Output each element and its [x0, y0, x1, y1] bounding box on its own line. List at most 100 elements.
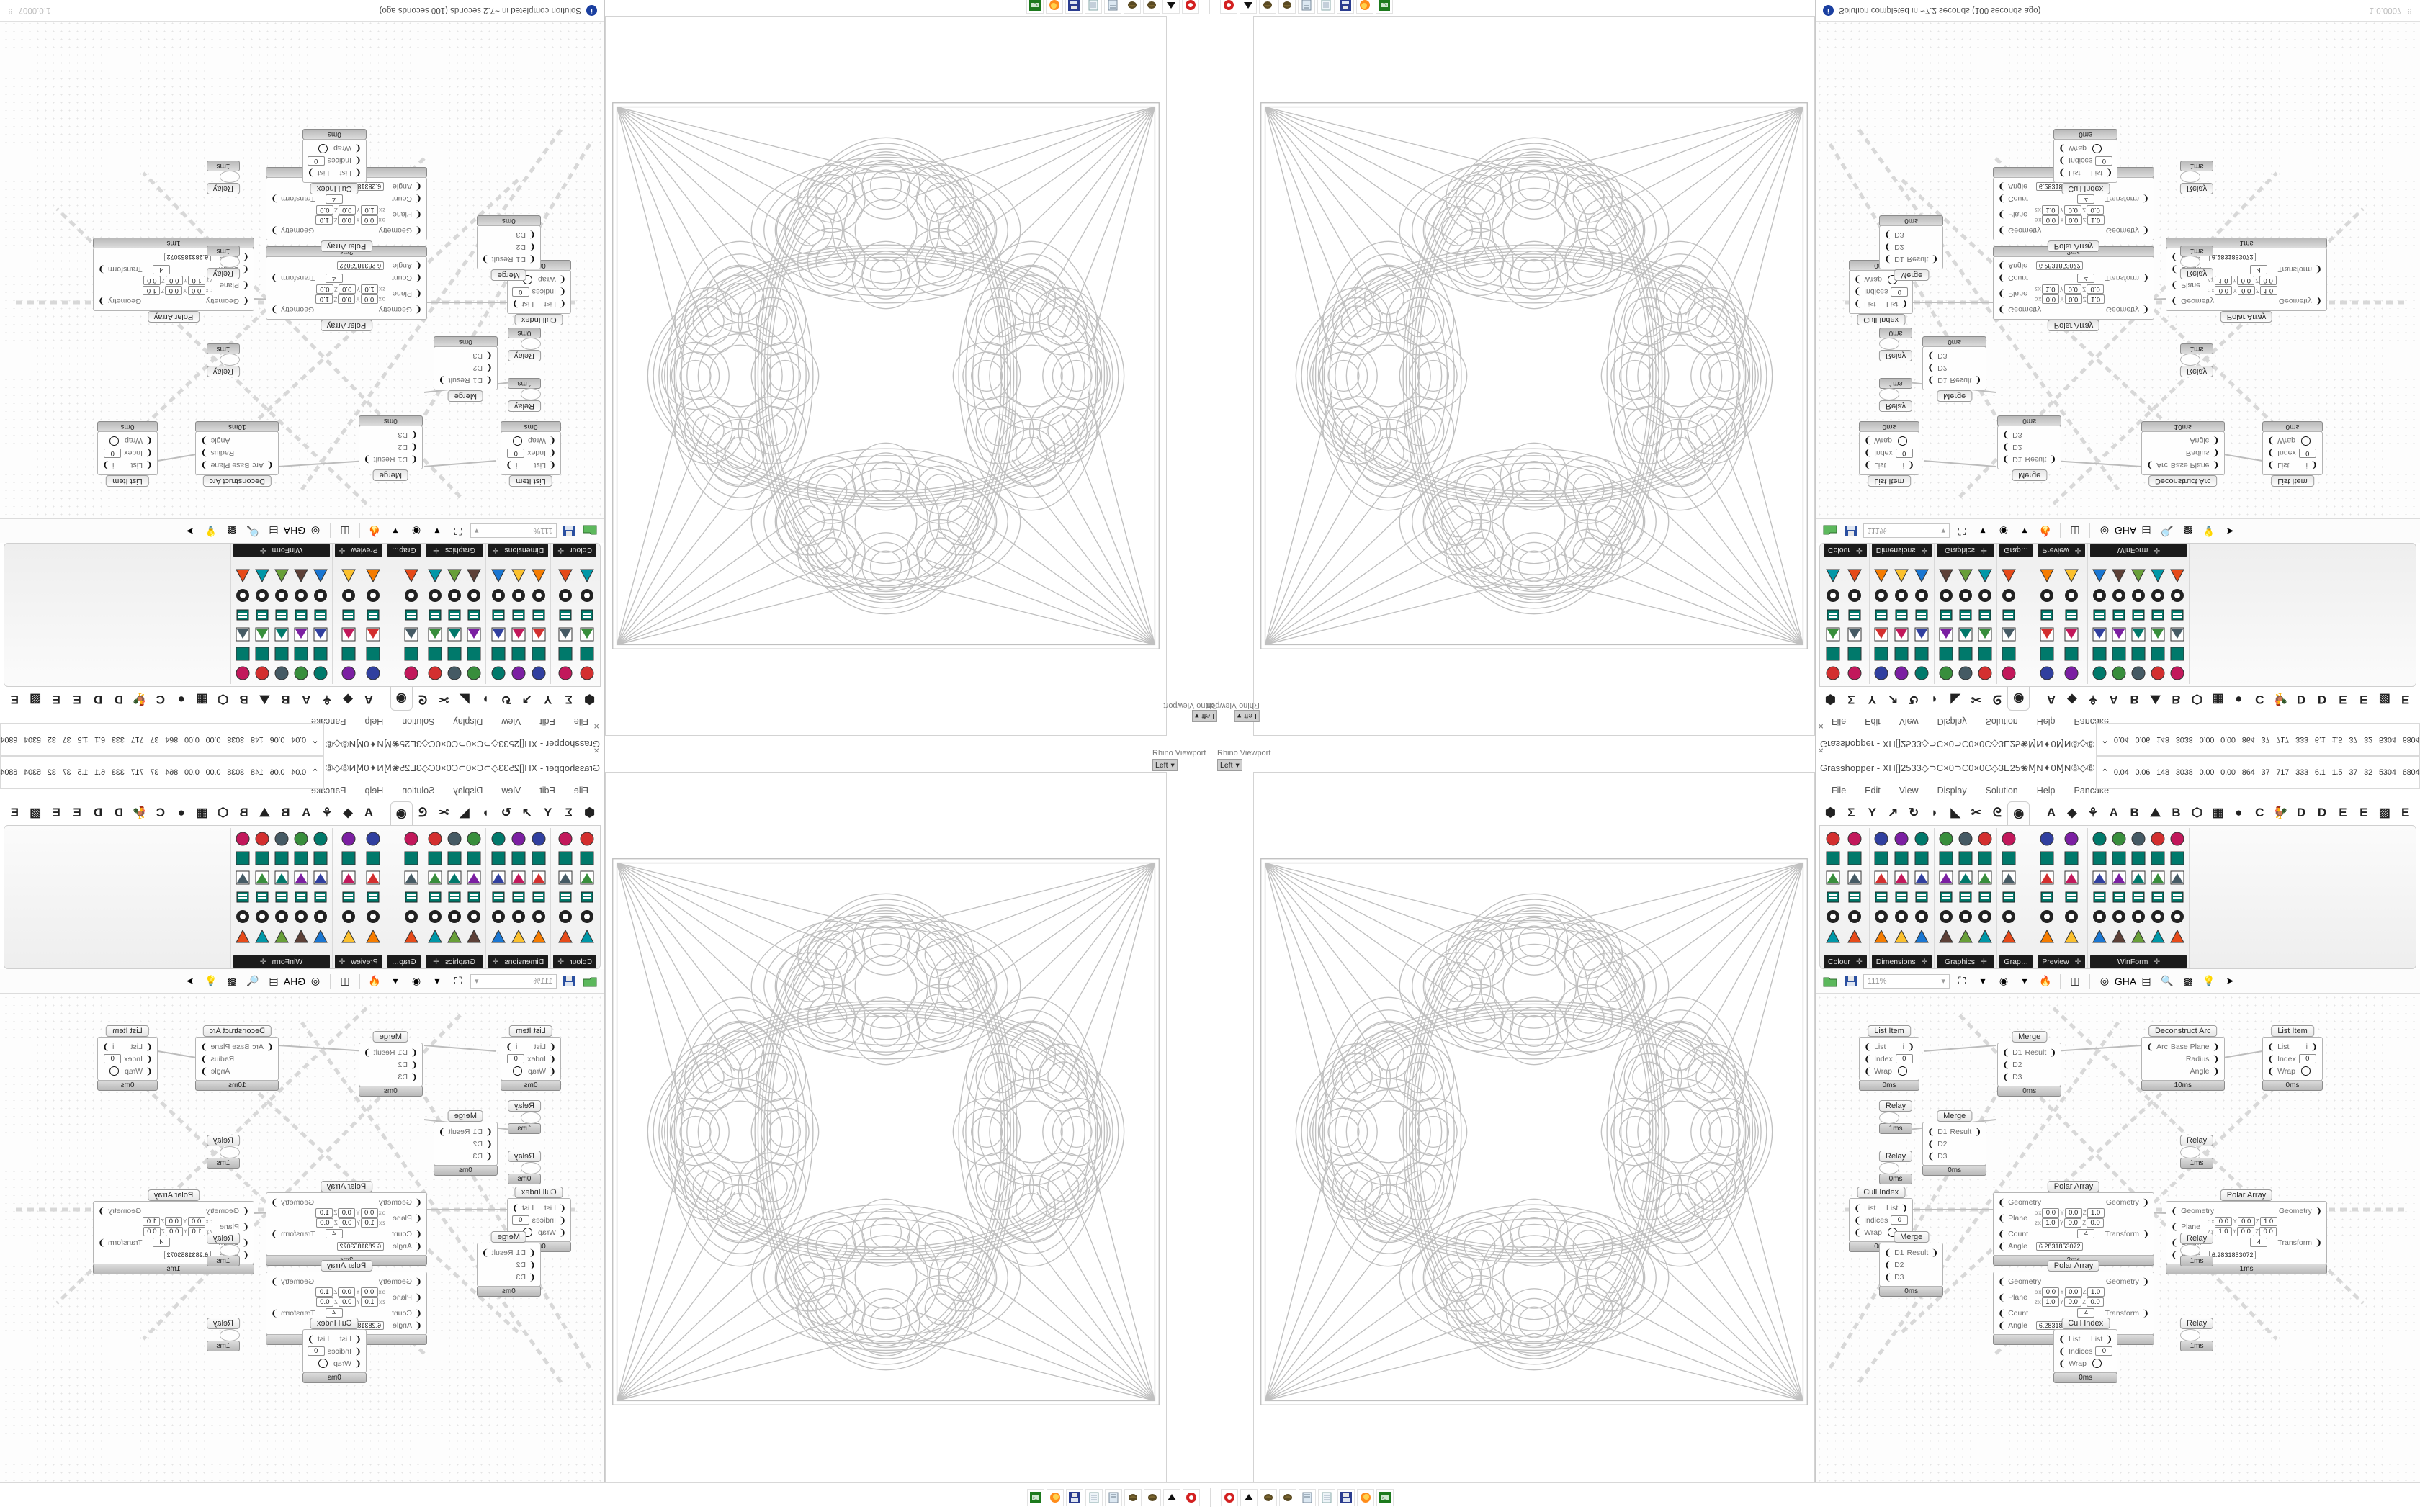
ribbon-icon[interactable] [2038, 888, 2056, 906]
viewport-canvas[interactable] [1254, 773, 1814, 1491]
ribbon-icon[interactable] [253, 888, 272, 906]
pointer-icon[interactable]: ➤ [186, 526, 194, 537]
ribbon-icon[interactable] [402, 644, 421, 663]
ribbon-icon[interactable] [2148, 567, 2167, 585]
ribbon-icon[interactable] [445, 644, 464, 663]
wrap-toggle[interactable] [513, 1066, 523, 1076]
output-pin[interactable]: ❩ [2141, 225, 2149, 236]
node-row[interactable]: ❨ List List ❩ [512, 1202, 566, 1214]
fit-view-icon[interactable]: ⛶ [1958, 975, 1966, 986]
node-body[interactable] [1879, 338, 1899, 350]
ribbon-icon[interactable] [1892, 664, 1911, 683]
input-pin[interactable]: ❨ [1998, 1212, 2006, 1223]
ribbon-group-grap[interactable]: Grap… [384, 544, 423, 684]
node-body[interactable] [220, 354, 240, 366]
rhino-icon[interactable] [1278, 0, 1296, 14]
ribbon-icon[interactable] [1956, 849, 1975, 868]
output-pin[interactable]: ❩ [200, 436, 208, 446]
angle-value[interactable]: 6.2831853072 [2035, 261, 2084, 271]
output-pin[interactable]: ❩ [1901, 1202, 1909, 1213]
ribbon-icon[interactable] [1824, 888, 1842, 906]
ribbon-icon[interactable] [2110, 829, 2128, 848]
node-row[interactable]: ❨ Wrap [1864, 1065, 1914, 1077]
ribbon-icon[interactable] [2168, 829, 2187, 848]
output-pin[interactable]: ❩ [481, 1247, 489, 1258]
input-pin[interactable]: ❨ [410, 1047, 418, 1058]
chevron-down-icon[interactable]: ▾ [475, 526, 479, 535]
ribbon-tab[interactable]: E [52, 806, 60, 819]
ribbon-icon[interactable] [529, 829, 548, 848]
ribbon-tab-active[interactable]: ◉ [2007, 801, 2030, 825]
ribbon-icon[interactable] [311, 907, 330, 926]
plane-value[interactable]: 0.0 [2237, 286, 2255, 295]
output-pin[interactable]: ❩ [1931, 1247, 1939, 1258]
gh-node-list-item[interactable]: List Item ❨ List i ❩ ❨ Index 0 ❨ Wrap 0ms [1859, 421, 1919, 488]
input-pin[interactable]: ❨ [266, 1041, 274, 1052]
ribbon-icon[interactable] [2148, 644, 2167, 663]
ribbon-icon[interactable] [253, 606, 272, 624]
input-pin[interactable]: ❨ [2267, 1066, 2275, 1076]
ribbon-icon[interactable] [2129, 907, 2148, 926]
count-value[interactable]: 4 [2077, 1229, 2095, 1238]
menu-item-file[interactable]: File [1832, 716, 1847, 726]
viewport-header[interactable]: Left ▾ Rhino Viewport [1164, 701, 1217, 724]
plane-value[interactable]: 1.0 [2041, 205, 2059, 215]
input-pin[interactable]: ❨ [558, 1227, 566, 1238]
ribbon-tab[interactable]: D [93, 806, 103, 819]
input-pin[interactable]: ❨ [410, 442, 418, 453]
app-icon[interactable] [1182, 1489, 1200, 1506]
node-row[interactable]: ❨ Wrap [102, 435, 153, 447]
plane-value[interactable]: 0.0 [2215, 1217, 2233, 1226]
terminal-icon[interactable]: >_ [1376, 1489, 1394, 1506]
angle-value[interactable]: 6.2831853072 [2208, 1250, 2257, 1259]
gha-assembly-icon[interactable]: GHA [283, 525, 306, 537]
menu-bar[interactable]: File Edit View Display Solution Help Pancake [1816, 780, 2420, 801]
node-row[interactable]: ❨ D2 [1884, 241, 1938, 253]
ribbon-icon[interactable] [311, 606, 330, 624]
ribbon-icon[interactable] [339, 625, 358, 644]
open-folder-icon[interactable] [581, 523, 599, 540]
ribbon-icon[interactable] [556, 664, 575, 683]
input-pin[interactable]: ❨ [2146, 460, 2154, 471]
gh-node-deconstruct-arc[interactable]: Deconstruct Arc ❨ Arc Base Plane ❩ Radius ❩ Ang… [2141, 421, 2225, 488]
node-body[interactable]: ❨ Arc Base Plane ❩ Radius ❩ Angle ❩ [2141, 1037, 2225, 1081]
ribbon-icon[interactable] [578, 927, 596, 945]
ribbon-icon[interactable] [311, 849, 330, 868]
ribbon-icon[interactable] [1999, 849, 2018, 868]
node-row[interactable]: ❨ D1 Result ❩ [1927, 374, 1981, 387]
save-disk-icon[interactable] [560, 973, 578, 990]
ribbon-icon[interactable] [465, 849, 483, 868]
ribbon-icon[interactable] [364, 664, 382, 683]
plane-value[interactable]: 1.0 [2087, 1287, 2105, 1297]
input-pin[interactable]: ❨ [241, 264, 249, 275]
ribbon-icon[interactable] [1999, 907, 2018, 926]
parcel-icon[interactable]: ▩ [2183, 975, 2193, 986]
grasshopper-canvas[interactable]: List Item ❨ List i ❩ ❨ Index 0 ❨ Wrap 0ms Merge ❨ D1 R… [0, 22, 604, 518]
ribbon-icon[interactable] [1999, 567, 2018, 585]
wrap-toggle[interactable] [109, 1066, 120, 1076]
output-pin[interactable]: ❩ [2212, 1066, 2220, 1076]
viewport-canvas[interactable] [606, 17, 1166, 735]
plane-value[interactable]: 1.0 [361, 1297, 379, 1307]
node-row-plane[interactable]: ❨ Plane o x 0.0 Y 0.0 Z 1.0 z x 1.0 Y 0.0 Z 0.0 [271, 1287, 422, 1307]
output-pin[interactable]: ❩ [307, 1333, 315, 1344]
node-row[interactable]: ❨ Geometry Geometry ❩ [271, 225, 422, 237]
plane-value[interactable]: 1.0 [143, 1217, 161, 1226]
input-pin[interactable]: ❨ [414, 1197, 422, 1207]
ribbon-icon[interactable] [272, 625, 291, 644]
ribbon-icon[interactable] [529, 849, 548, 868]
ribbon-icon[interactable] [426, 907, 444, 926]
ribbon-icon[interactable] [556, 927, 575, 945]
ribbon-group-preview[interactable]: Preview ✛ [331, 544, 385, 684]
input-pin[interactable]: ❨ [2002, 454, 2010, 465]
wrap-toggle[interactable] [1897, 436, 1907, 446]
plane-value[interactable]: 0.0 [2237, 1227, 2255, 1236]
terminal-icon[interactable]: >_ [1026, 1489, 1044, 1506]
ribbon-icon[interactable] [1824, 868, 1842, 887]
angle-value[interactable]: 6.2831853072 [336, 1241, 385, 1251]
node-row[interactable]: Radius ❩ [200, 1053, 274, 1065]
ribbon-group-preview[interactable]: Preview ✛ [2035, 544, 2089, 684]
zoom-level-input[interactable]: 111% ▾ [1863, 523, 1950, 539]
ribbon-icon[interactable] [2129, 644, 2148, 663]
